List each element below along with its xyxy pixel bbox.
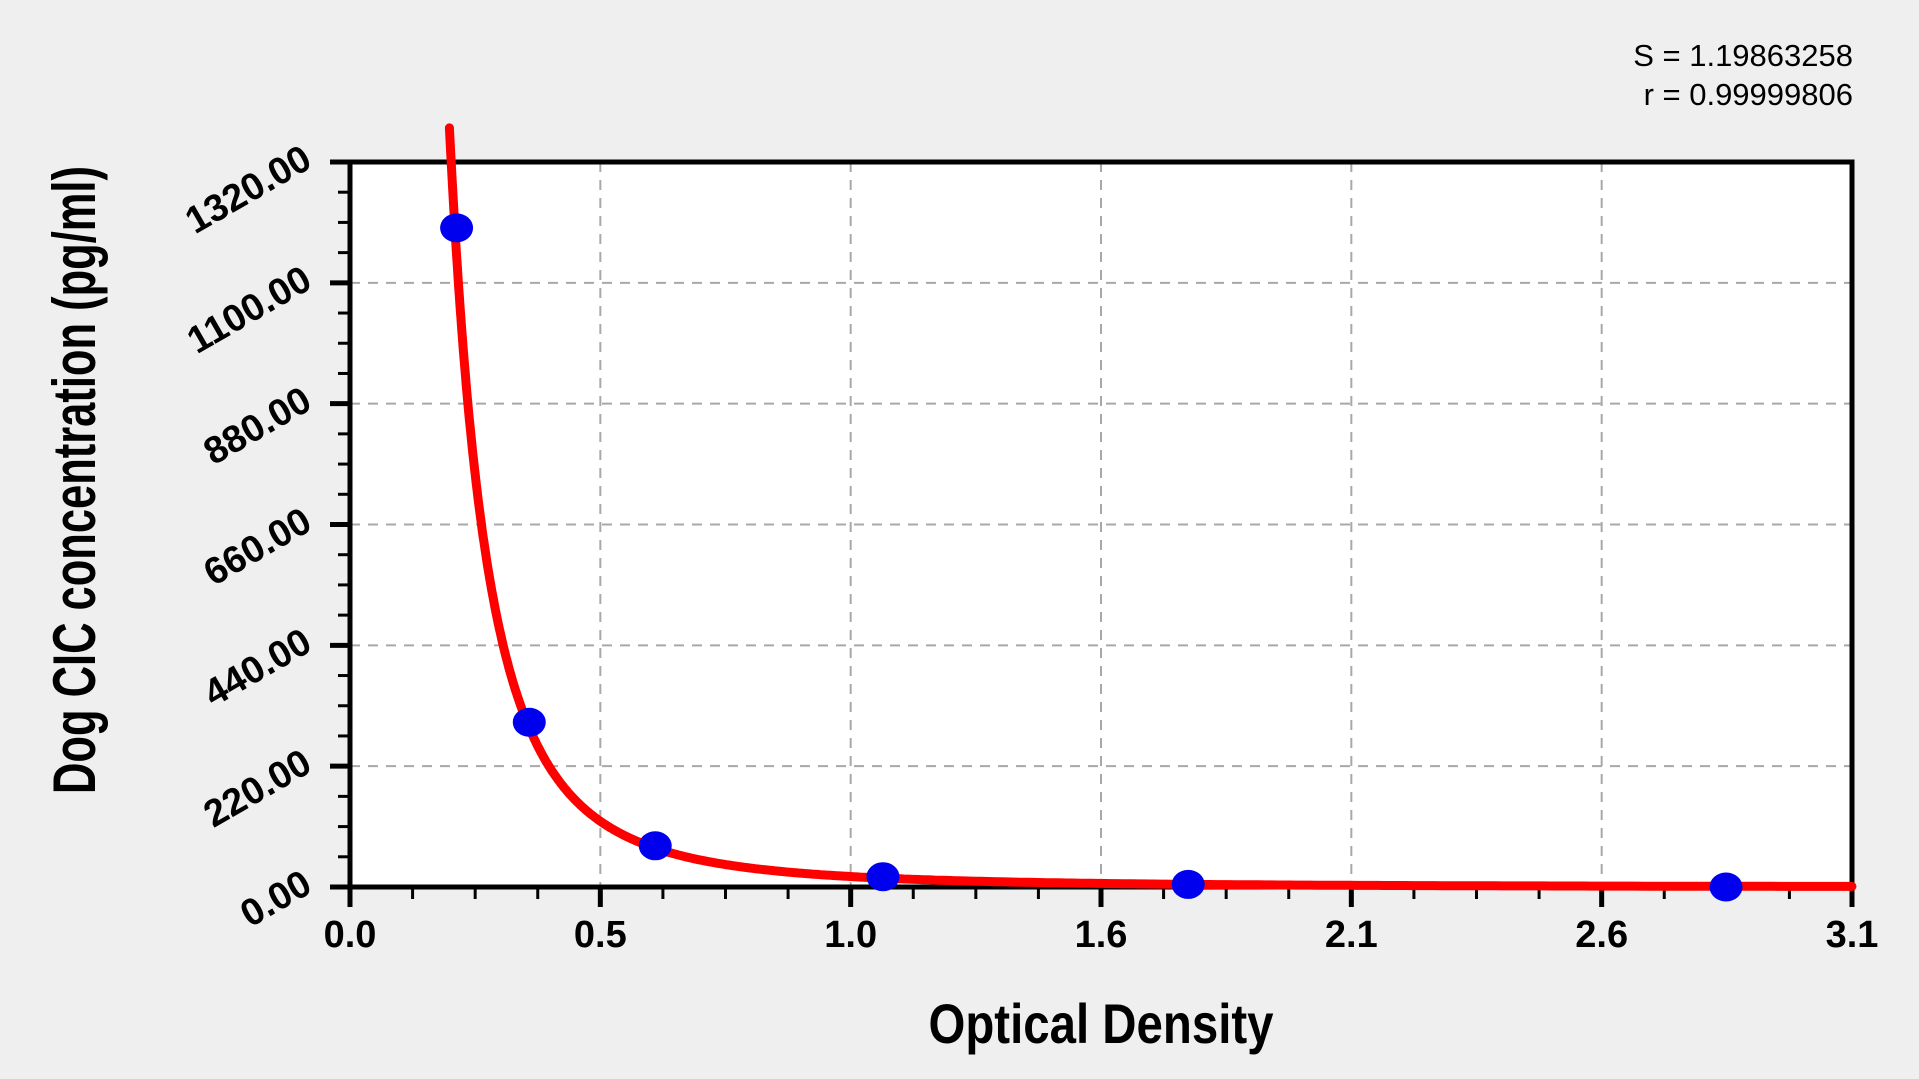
- y-tick-label: 880.00: [197, 379, 319, 473]
- x-tick-label: 2.1: [1325, 914, 1378, 956]
- data-point: [440, 213, 474, 243]
- x-tick-label: 1.6: [1075, 914, 1128, 956]
- y-tick-label: 440.00: [197, 621, 319, 715]
- stat-r-value: r = 0.99999806: [1644, 77, 1853, 112]
- y-axis-title: Dog CIC concentration (pg/ml): [41, 166, 108, 794]
- y-tick-label: 1320.00: [179, 137, 319, 242]
- y-tick-label: 0.00: [233, 862, 318, 935]
- x-axis-title: Optical Density: [929, 992, 1274, 1055]
- y-tick-label: 220.00: [197, 742, 319, 836]
- x-tick-label: 1.0: [824, 914, 877, 956]
- x-tick-label: 3.1: [1826, 914, 1879, 956]
- x-tick-label: 0.5: [574, 914, 627, 956]
- x-tick-label: 0.0: [324, 914, 377, 956]
- x-tick-label: 2.6: [1575, 914, 1628, 956]
- data-point: [638, 831, 672, 861]
- fitted-curve: [444, 123, 1857, 891]
- gridlines: [350, 162, 1852, 887]
- data-point: [1171, 869, 1205, 899]
- data-point: [512, 707, 546, 737]
- fitted-curve-line: [444, 123, 1857, 891]
- data-point: [866, 862, 900, 892]
- y-tick-label: 660.00: [197, 500, 319, 594]
- data-point: [1709, 872, 1743, 902]
- y-tick-label: 1100.00: [180, 258, 318, 362]
- stat-s-value: S = 1.19863258: [1633, 38, 1853, 73]
- data-points: [440, 213, 1743, 902]
